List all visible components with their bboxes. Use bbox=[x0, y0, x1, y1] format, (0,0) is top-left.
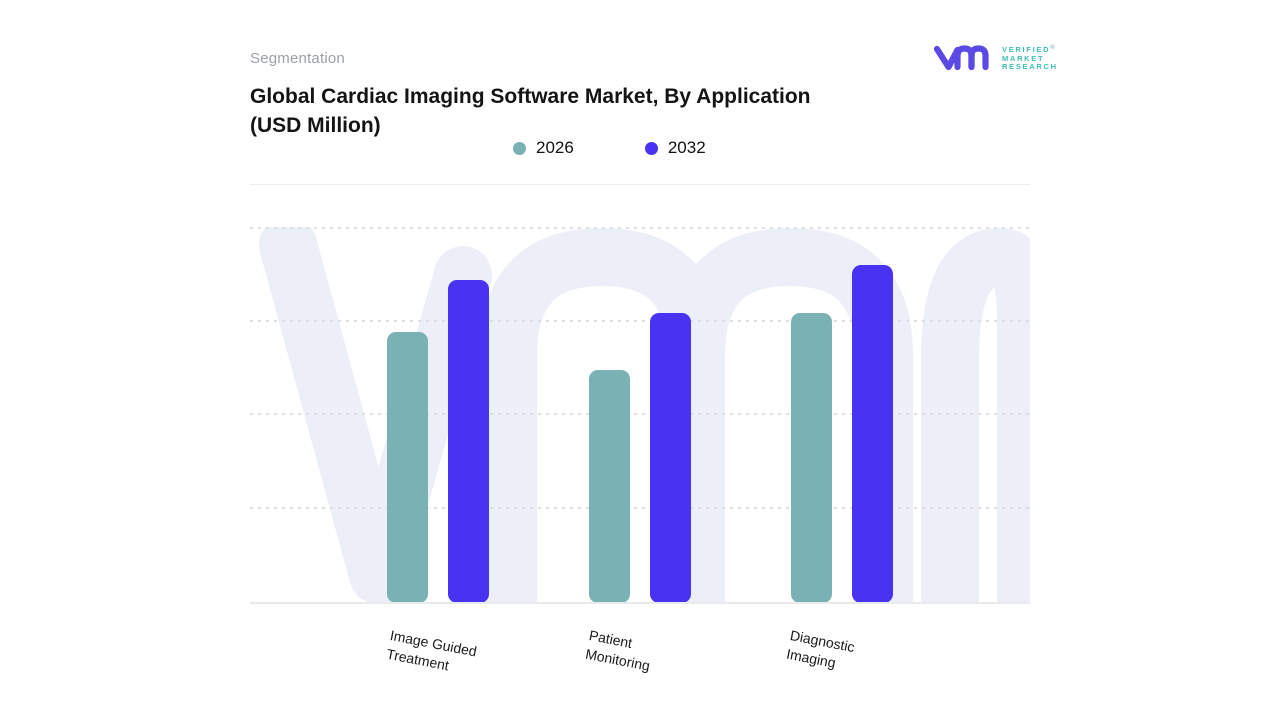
section-label: Segmentation bbox=[250, 50, 345, 67]
bar-2026-image-guided-treatment bbox=[387, 332, 428, 603]
bar-2032-diagnostic-imaging bbox=[852, 265, 893, 603]
chart-legend: 2026 2032 bbox=[513, 138, 706, 158]
axis-baseline bbox=[250, 602, 1030, 604]
gridline bbox=[250, 507, 1030, 509]
chart-title-line-2: (USD Million) bbox=[250, 114, 381, 137]
bar-2026-diagnostic-imaging bbox=[791, 313, 832, 603]
brand-name-line: VERIFIED bbox=[1002, 45, 1051, 54]
legend-label: 2026 bbox=[536, 138, 574, 157]
x-axis-label-diagnostic-imaging: Diagnostic Imaging bbox=[785, 626, 856, 671]
bar-2032-patient-monitoring bbox=[650, 313, 691, 603]
brand-name-line: MARKET bbox=[1002, 53, 1045, 63]
legend-item-2026: 2026 bbox=[513, 138, 574, 158]
legend-dot-2026-icon bbox=[513, 141, 526, 155]
legend-label: 2032 bbox=[667, 138, 706, 157]
brand-name-line: RESEARCH bbox=[1002, 62, 1058, 71]
x-axis-label-image-guided-treatment: Image Guided Treatment bbox=[385, 626, 479, 674]
bar-2032-image-guided-treatment bbox=[448, 280, 489, 603]
brand-name: VERIFIED® MARKET RESEARCH bbox=[1002, 44, 1058, 72]
brand-logo: VERIFIED® MARKET RESEARCH bbox=[933, 42, 1058, 72]
chart-title-line-1: Global Cardiac Imaging Software Market, … bbox=[250, 85, 811, 108]
gridline bbox=[250, 413, 1030, 415]
chart-title: Global Cardiac Imaging Software Market, … bbox=[250, 82, 811, 140]
vmr-watermark-icon bbox=[259, 227, 1030, 603]
x-axis-labels: Image Guided Treatment Patient Monitoring Di… bbox=[250, 626, 1030, 696]
header-divider bbox=[250, 184, 1030, 185]
legend-dot-2032-icon bbox=[644, 141, 658, 155]
gridline bbox=[250, 227, 1030, 229]
gridline bbox=[250, 320, 1030, 322]
x-axis-label-patient-monitoring: Patient Monitoring bbox=[584, 626, 652, 674]
vmr-logo-icon bbox=[933, 45, 989, 71]
bar-2026-patient-monitoring bbox=[589, 370, 630, 603]
bar-chart-plot-area bbox=[250, 227, 1030, 603]
registered-trademark-icon: ® bbox=[1050, 45, 1055, 51]
legend-item-2032: 2032 bbox=[644, 138, 706, 158]
